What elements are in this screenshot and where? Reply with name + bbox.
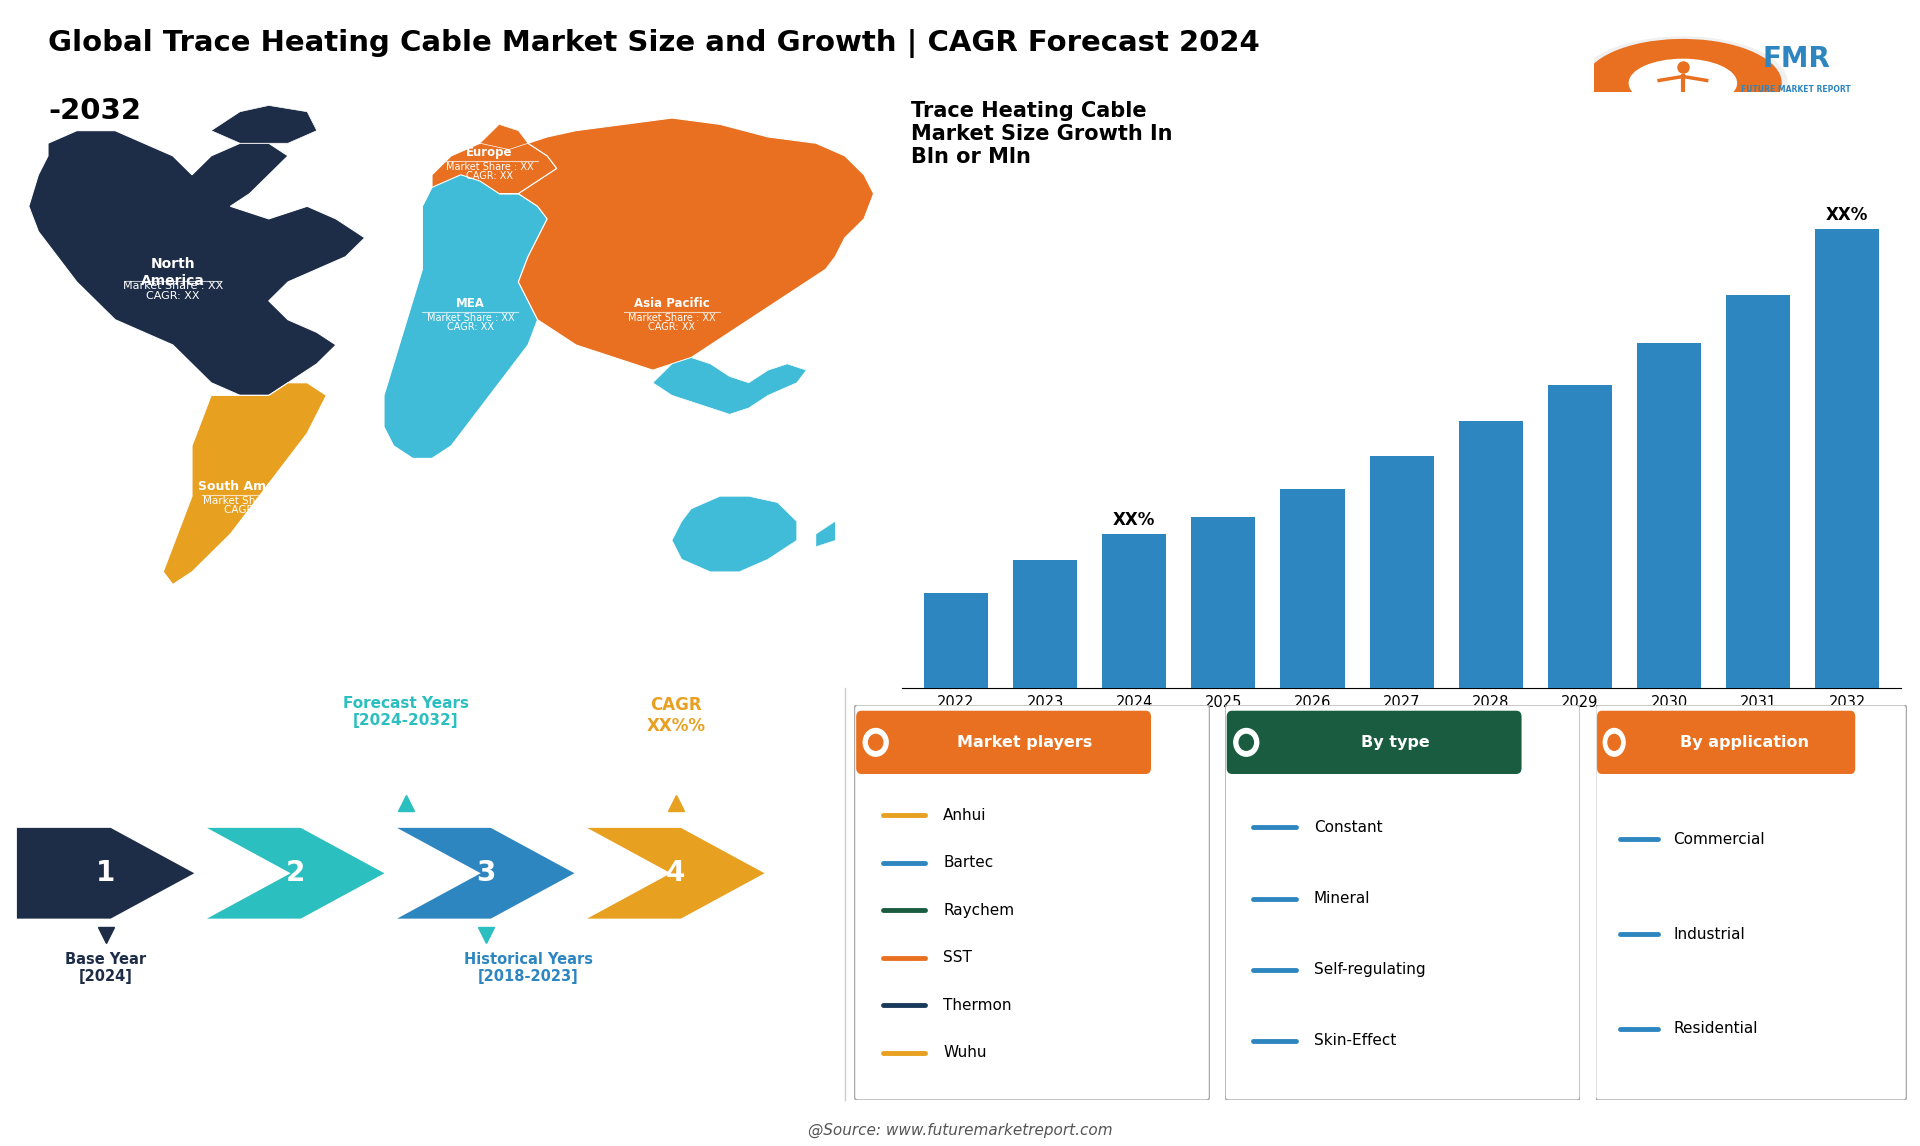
Text: Industrial: Industrial (1672, 927, 1745, 942)
Text: 3: 3 (476, 860, 495, 887)
Circle shape (1235, 729, 1260, 756)
Text: Europe: Europe (467, 147, 513, 159)
FancyBboxPatch shape (856, 711, 1150, 774)
Text: Market Share : XX: Market Share : XX (628, 313, 716, 323)
Text: Market players: Market players (958, 735, 1092, 749)
Text: By type: By type (1361, 735, 1430, 749)
Text: Commercial: Commercial (1672, 832, 1764, 847)
Text: By application: By application (1680, 735, 1809, 749)
FancyBboxPatch shape (854, 705, 1210, 1100)
Text: Trace Heating Cable
Market Size Growth In
Bln or Mln: Trace Heating Cable Market Size Growth I… (912, 101, 1173, 167)
Text: CAGR
XX%%: CAGR XX%% (647, 696, 705, 735)
Text: Market Share : XX: Market Share : XX (204, 495, 296, 505)
Text: Residential: Residential (1672, 1021, 1759, 1036)
Polygon shape (432, 136, 557, 219)
Polygon shape (207, 827, 384, 919)
Polygon shape (163, 383, 326, 584)
Bar (1281, 489, 1344, 688)
Circle shape (1630, 60, 1736, 107)
Polygon shape (397, 827, 574, 919)
Text: 1: 1 (96, 860, 115, 887)
Text: Mineral: Mineral (1313, 892, 1371, 906)
Bar (1814, 229, 1880, 688)
Text: Market Share : XX: Market Share : XX (123, 281, 223, 291)
Text: CAGR: XX: CAGR: XX (467, 171, 513, 181)
Polygon shape (384, 174, 547, 458)
Text: Anhui: Anhui (943, 808, 987, 823)
Circle shape (864, 729, 889, 756)
Circle shape (1607, 735, 1620, 751)
Text: Bartec: Bartec (943, 855, 993, 871)
Text: CAGR: XX: CAGR: XX (146, 291, 200, 300)
Text: XX%: XX% (1114, 511, 1156, 528)
Bar (1726, 296, 1789, 688)
Circle shape (868, 735, 883, 751)
Text: FMR: FMR (1763, 46, 1830, 73)
Text: Market Share : XX: Market Share : XX (445, 162, 534, 172)
FancyBboxPatch shape (1225, 705, 1580, 1100)
Text: Forecast Years
[2024-2032]: Forecast Years [2024-2032] (342, 696, 468, 728)
Text: Raychem: Raychem (943, 903, 1014, 918)
Text: XX%: XX% (1826, 205, 1868, 223)
Circle shape (1603, 729, 1624, 756)
Text: MEA: MEA (455, 298, 486, 311)
Bar (1014, 560, 1077, 688)
Bar (1369, 456, 1434, 688)
Polygon shape (672, 496, 797, 572)
Text: CAGR: XX: CAGR: XX (649, 322, 695, 332)
Text: Skin-Effect: Skin-Effect (1313, 1034, 1396, 1049)
Text: Wuhu: Wuhu (943, 1045, 987, 1060)
Text: Asia Pacific: Asia Pacific (634, 298, 710, 311)
Circle shape (1578, 37, 1788, 129)
FancyBboxPatch shape (1597, 711, 1855, 774)
Text: Global Trace Heating Cable Market Size and Growth | CAGR Forecast 2024: Global Trace Heating Cable Market Size a… (48, 29, 1260, 57)
Text: Historical Years
[2018-2023]: Historical Years [2018-2023] (463, 951, 593, 984)
Text: CAGR: XX: CAGR: XX (225, 505, 275, 515)
Text: CAGR: XX: CAGR: XX (447, 322, 493, 332)
Bar (924, 594, 989, 688)
Bar (1190, 518, 1256, 688)
Text: Constant: Constant (1313, 819, 1382, 834)
FancyBboxPatch shape (1596, 705, 1907, 1100)
Bar (1548, 385, 1613, 688)
Text: Self-regulating: Self-regulating (1313, 963, 1425, 978)
Text: SST: SST (943, 950, 972, 965)
Text: North
America: North America (140, 258, 205, 288)
Text: @Source: www.futuremarketreport.com: @Source: www.futuremarketreport.com (808, 1123, 1112, 1138)
Text: Thermon: Thermon (943, 998, 1012, 1013)
Text: FUTURE MARKET REPORT: FUTURE MARKET REPORT (1741, 85, 1851, 94)
Text: 4: 4 (666, 860, 685, 887)
Text: 2: 2 (286, 860, 305, 887)
Polygon shape (29, 131, 365, 395)
Text: Market Share : XX: Market Share : XX (426, 313, 515, 323)
Polygon shape (480, 125, 528, 149)
Polygon shape (499, 118, 874, 370)
Polygon shape (17, 827, 194, 919)
Text: -2032: -2032 (48, 97, 140, 125)
Polygon shape (211, 105, 317, 143)
Text: South America: South America (198, 480, 301, 493)
FancyBboxPatch shape (1227, 711, 1521, 774)
Text: Base Year
[2024]: Base Year [2024] (65, 951, 146, 984)
Bar (1102, 534, 1165, 688)
Bar (1638, 343, 1701, 688)
Polygon shape (816, 521, 835, 547)
Polygon shape (653, 358, 806, 414)
Polygon shape (588, 827, 764, 919)
Bar (1459, 421, 1523, 688)
Circle shape (1238, 735, 1254, 751)
Wedge shape (1584, 40, 1782, 126)
